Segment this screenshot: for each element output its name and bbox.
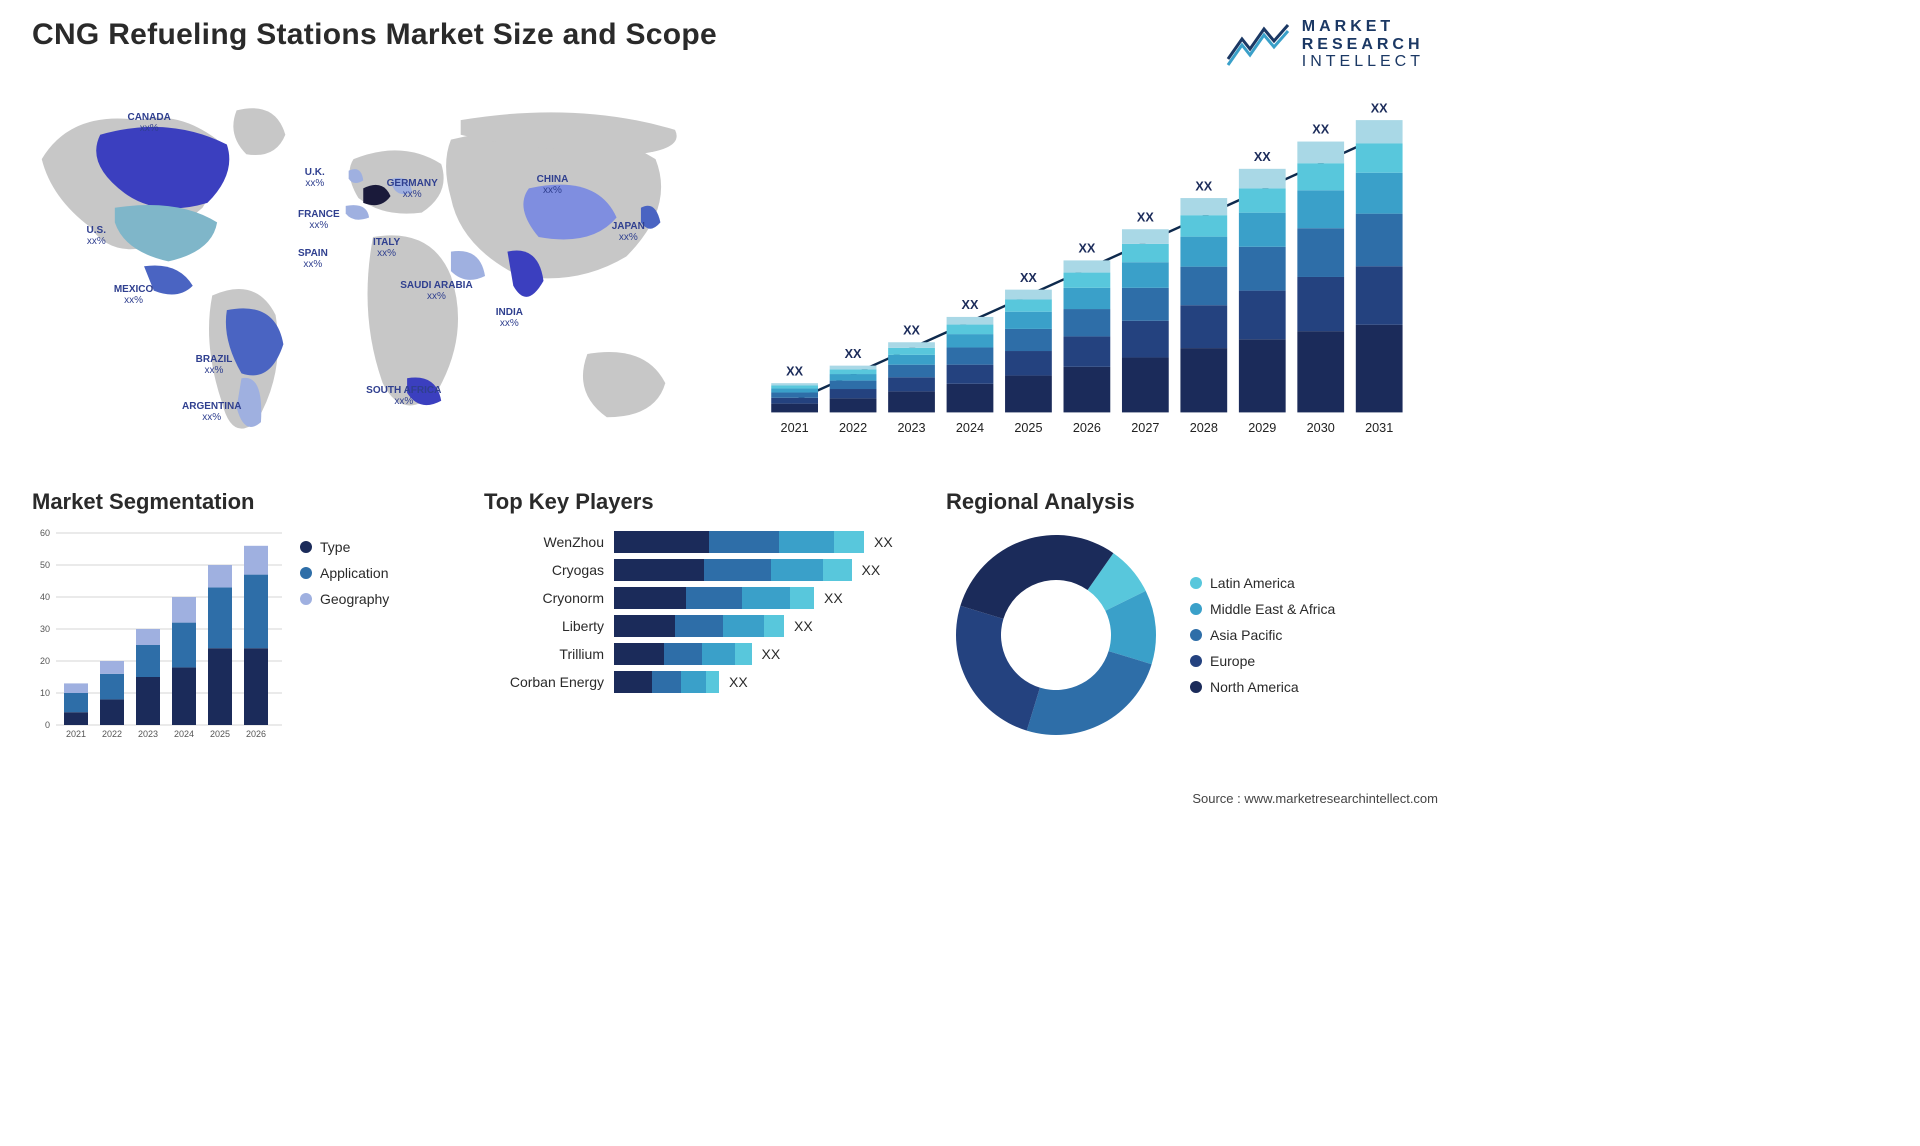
segmentation-legend: Type Application Geography: [300, 525, 389, 745]
player-value: XX: [794, 618, 813, 634]
svg-text:2030: 2030: [1307, 421, 1335, 435]
svg-text:10: 10: [40, 688, 50, 698]
svg-text:XX: XX: [1020, 271, 1037, 285]
player-row: Cryogas XX: [484, 559, 914, 581]
svg-text:XX: XX: [903, 323, 920, 337]
player-row: Corban Energy XX: [484, 671, 914, 693]
logo: MARKET RESEARCH INTELLECT: [1226, 18, 1424, 71]
svg-text:2026: 2026: [246, 729, 266, 739]
svg-text:2028: 2028: [1190, 421, 1218, 435]
svg-text:20: 20: [40, 656, 50, 666]
svg-text:2023: 2023: [138, 729, 158, 739]
world-map: CANADAxx%U.S.xx%MEXICOxx%BRAZILxx%ARGENT…: [32, 81, 714, 471]
player-value: XX: [874, 534, 893, 550]
map-us: [115, 205, 217, 261]
svg-text:XX: XX: [962, 298, 979, 312]
svg-text:2024: 2024: [174, 729, 194, 739]
legend-item: Type: [300, 539, 389, 555]
svg-text:XX: XX: [1371, 101, 1388, 115]
svg-text:2026: 2026: [1073, 421, 1101, 435]
player-row: Trillium XX: [484, 643, 914, 665]
svg-text:2027: 2027: [1131, 421, 1159, 435]
legend-item: North America: [1190, 679, 1335, 695]
svg-text:2021: 2021: [781, 421, 809, 435]
legend-item: Latin America: [1190, 575, 1335, 591]
legend-item: Geography: [300, 591, 389, 607]
regional-donut: [946, 525, 1166, 745]
svg-text:XX: XX: [845, 347, 862, 361]
logo-mark-icon: [1226, 21, 1290, 67]
world-map-svg: [32, 81, 714, 471]
player-name: Cryonorm: [484, 590, 604, 606]
player-name: Liberty: [484, 618, 604, 634]
page-title: CNG Refueling Stations Market Size and S…: [32, 18, 717, 52]
svg-text:XX: XX: [1137, 210, 1154, 224]
svg-text:30: 30: [40, 624, 50, 634]
segmentation-panel: Market Segmentation 0 10 20 30 40 50 60 2021 202…: [32, 489, 452, 745]
map-spain: [346, 205, 369, 220]
legend-item: Asia Pacific: [1190, 627, 1335, 643]
player-name: Trillium: [484, 646, 604, 662]
player-name: Cryogas: [484, 562, 604, 578]
players-chart: WenZhou XX Cryogas XX Cryonorm XX Libert…: [484, 525, 914, 693]
player-row: Cryonorm XX: [484, 587, 914, 609]
svg-text:2022: 2022: [102, 729, 122, 739]
source-label: Source : www.marketresearchintellect.com: [1192, 791, 1438, 806]
player-row: WenZhou XX: [484, 531, 914, 553]
map-saudi: [451, 251, 485, 280]
regional-legend: Latin America Middle East & Africa Asia Pa…: [1190, 575, 1335, 695]
svg-text:2023: 2023: [897, 421, 925, 435]
logo-text: MARKET RESEARCH INTELLECT: [1302, 18, 1424, 71]
svg-text:0: 0: [45, 720, 50, 730]
player-name: WenZhou: [484, 534, 604, 550]
svg-text:2031: 2031: [1365, 421, 1393, 435]
players-title: Top Key Players: [484, 489, 914, 515]
svg-text:2021: 2021: [66, 729, 86, 739]
legend-item: Application: [300, 565, 389, 581]
market-size-chart: XX 2021 XX 2022 XX 2023 XX 2024 XX 2025 XX 2026 XX 20…: [742, 81, 1424, 471]
svg-text:2022: 2022: [839, 421, 867, 435]
player-row: Liberty XX: [484, 615, 914, 637]
segmentation-title: Market Segmentation: [32, 489, 452, 515]
svg-text:2025: 2025: [1014, 421, 1042, 435]
svg-text:XX: XX: [1078, 241, 1095, 255]
svg-text:50: 50: [40, 560, 50, 570]
player-value: XX: [729, 674, 748, 690]
svg-text:XX: XX: [786, 364, 803, 378]
svg-text:2024: 2024: [956, 421, 984, 435]
regional-panel: Regional Analysis Latin America Middle Ea…: [946, 489, 1424, 745]
player-value: XX: [762, 646, 781, 662]
svg-text:XX: XX: [1195, 179, 1212, 193]
svg-text:60: 60: [40, 528, 50, 538]
svg-text:2025: 2025: [210, 729, 230, 739]
segmentation-chart: 0 10 20 30 40 50 60 2021 2022 2023 2024 2025 2026: [32, 525, 282, 745]
player-value: XX: [824, 590, 843, 606]
player-name: Corban Energy: [484, 674, 604, 690]
svg-text:XX: XX: [1254, 150, 1271, 164]
map-mexico: [144, 265, 193, 294]
player-value: XX: [862, 562, 881, 578]
regional-title: Regional Analysis: [946, 489, 1424, 515]
svg-text:40: 40: [40, 592, 50, 602]
players-panel: Top Key Players WenZhou XX Cryogas XX Cr…: [484, 489, 914, 745]
legend-item: Europe: [1190, 653, 1335, 669]
svg-text:2029: 2029: [1248, 421, 1276, 435]
legend-item: Middle East & Africa: [1190, 601, 1335, 617]
svg-text:XX: XX: [1312, 123, 1329, 137]
